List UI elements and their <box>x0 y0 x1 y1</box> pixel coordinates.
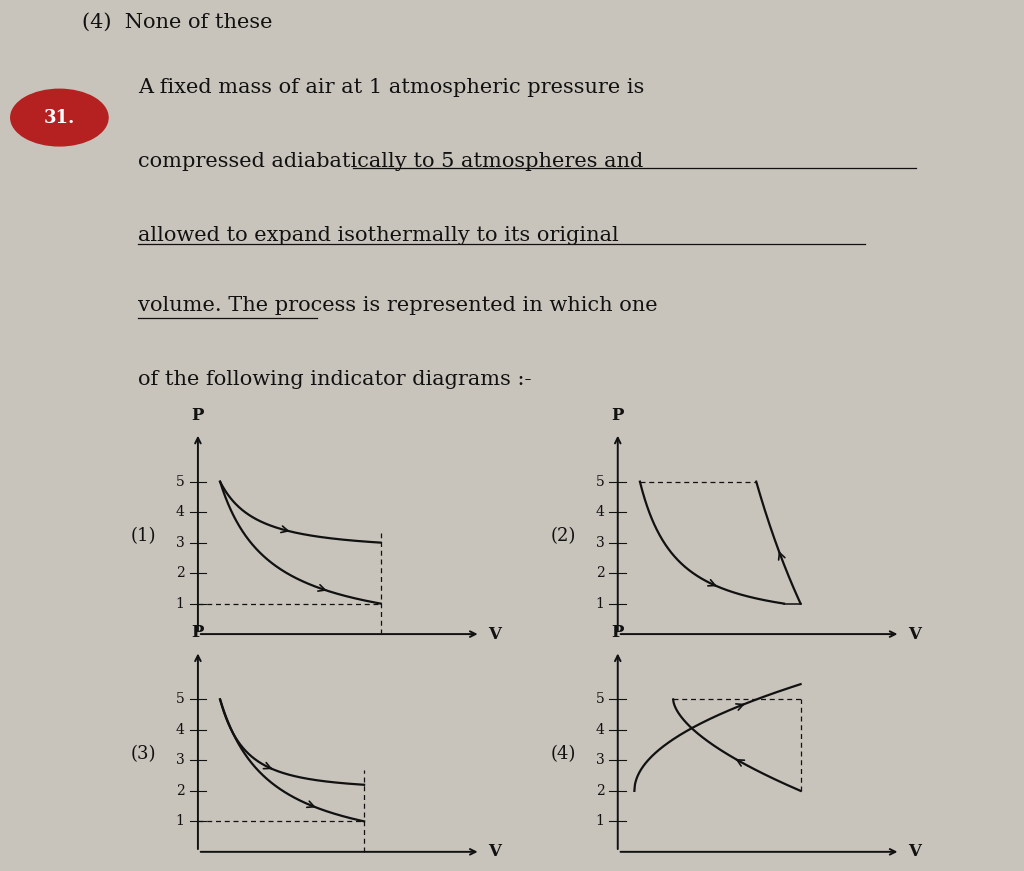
Text: 2: 2 <box>596 784 604 798</box>
Text: 4: 4 <box>176 505 184 519</box>
Text: P: P <box>191 625 204 641</box>
Text: 2: 2 <box>176 784 184 798</box>
Text: P: P <box>611 625 624 641</box>
Text: 5: 5 <box>176 475 184 489</box>
Text: V: V <box>907 843 921 861</box>
Text: 3: 3 <box>596 753 604 767</box>
Text: (4): (4) <box>551 746 577 763</box>
Text: 3: 3 <box>176 753 184 767</box>
Text: volume. The process is represented in which one: volume. The process is represented in wh… <box>138 296 657 315</box>
Text: P: P <box>191 407 204 424</box>
Ellipse shape <box>11 90 109 146</box>
Text: 1: 1 <box>596 597 604 611</box>
Text: 1: 1 <box>596 814 604 828</box>
Text: (3): (3) <box>131 746 157 763</box>
Text: A fixed mass of air at 1 atmospheric pressure is: A fixed mass of air at 1 atmospheric pre… <box>138 78 645 98</box>
Text: 5: 5 <box>176 692 184 706</box>
Text: (4)  None of these: (4) None of these <box>82 13 272 32</box>
Text: of the following indicator diagrams :-: of the following indicator diagrams :- <box>138 370 531 389</box>
Text: 4: 4 <box>596 723 604 737</box>
Text: 3: 3 <box>176 536 184 550</box>
Text: 2: 2 <box>596 566 604 580</box>
Text: 5: 5 <box>596 475 604 489</box>
Text: compressed adiabatically to 5 atmospheres and: compressed adiabatically to 5 atmosphere… <box>138 152 643 172</box>
Text: allowed to expand isothermally to its original: allowed to expand isothermally to its or… <box>138 226 618 246</box>
Text: 31.: 31. <box>44 109 75 126</box>
Text: V: V <box>487 625 501 643</box>
Text: P: P <box>611 407 624 424</box>
Text: V: V <box>907 625 921 643</box>
Text: (2): (2) <box>551 528 577 545</box>
Text: 3: 3 <box>596 536 604 550</box>
Text: 4: 4 <box>596 505 604 519</box>
Text: (1): (1) <box>131 528 157 545</box>
Text: 2: 2 <box>176 566 184 580</box>
Text: V: V <box>487 843 501 861</box>
Text: 4: 4 <box>176 723 184 737</box>
Text: 5: 5 <box>596 692 604 706</box>
Text: 1: 1 <box>176 597 184 611</box>
Text: 1: 1 <box>176 814 184 828</box>
